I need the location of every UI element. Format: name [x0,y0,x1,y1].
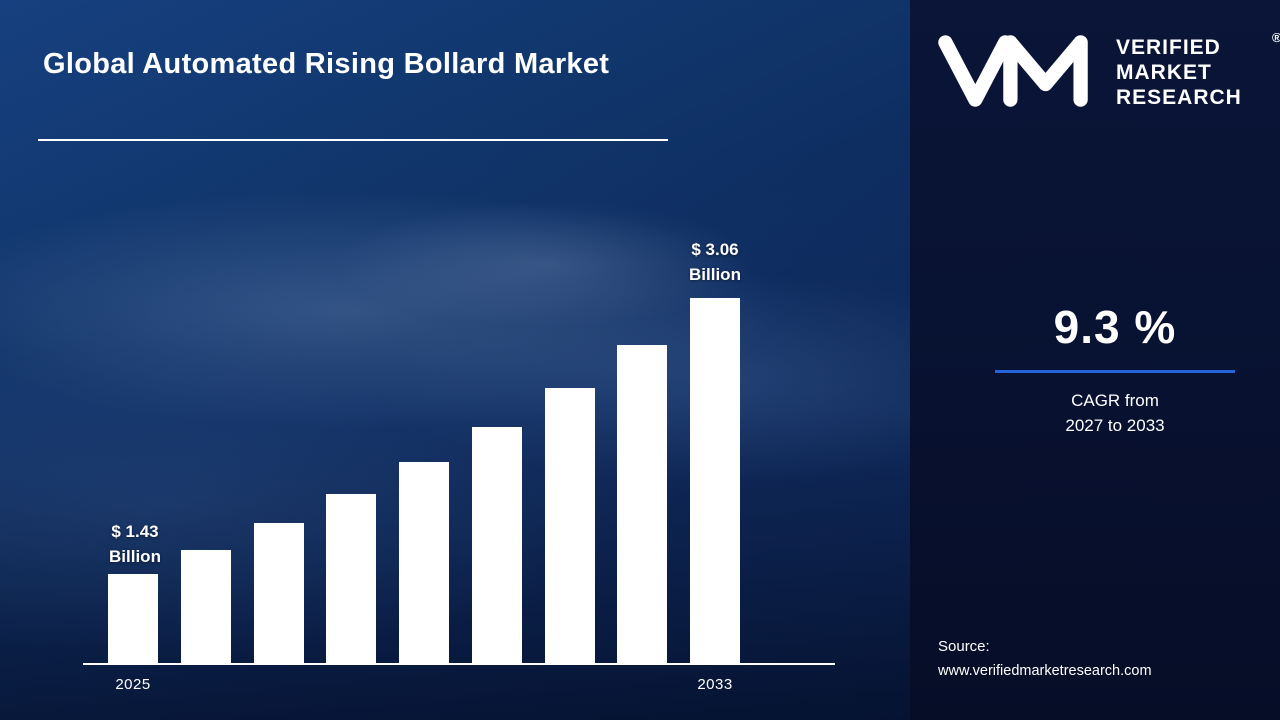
first-bar-value-label: $ 1.43 Billion [70,520,200,569]
bar-2030 [471,427,522,664]
last-bar-value-line2: Billion [689,264,741,284]
vmr-logo-icon [934,32,1092,110]
bar-2029 [399,462,449,664]
bar-2031 [544,388,595,664]
vmr-logo-block: VERIFIED MARKET RESEARCH ® [934,30,1280,120]
source-block: Source: www.verifiedmarketresearch.com [938,638,1152,679]
bar-chart [108,274,740,664]
first-bar-value-line2: Billion [109,546,161,566]
registered-trademark-icon: ® [1272,30,1280,45]
cagr-stat-block: 9.3 % CAGR from 2027 to 2033 [995,300,1235,438]
brand-name: VERIFIED MARKET RESEARCH [1116,36,1242,110]
cagr-caption-line2: 2027 to 2033 [1065,415,1165,435]
chart-panel: Global Automated Rising Bollard Market $… [0,0,910,720]
last-bar-value-label: $ 3.06 Billion [650,238,780,287]
bar-2026 [180,550,231,664]
brand-line-market: MARKET [1116,60,1212,84]
brand-line-verified: VERIFIED [1116,36,1221,59]
source-label: Source: [938,638,990,655]
title-underline [38,139,668,141]
cagr-caption: CAGR from 2027 to 2033 [995,389,1235,438]
brand-line-research: RESEARCH [1116,85,1242,109]
x-tick-2025: 2025 [115,676,151,693]
bar-2027 [253,523,304,664]
page-title: Global Automated Rising Bollard Market [43,48,610,80]
bar-2033 [690,298,740,664]
first-bar-value-line1: $ 1.43 [111,522,159,541]
last-bar-value-line1: $ 3.06 [691,240,739,259]
bar-2025 [108,574,158,664]
bar-2032 [617,345,668,664]
cagr-caption-line1: CAGR from [1071,391,1159,410]
cagr-value: 9.3 % [1053,301,1177,353]
bar-2028 [326,494,377,664]
cagr-underline [995,370,1235,373]
source-url[interactable]: www.verifiedmarketresearch.com [938,663,1152,679]
sidebar: VERIFIED MARKET RESEARCH ® 9.3 % CAGR fr… [910,0,1280,720]
x-tick-2033: 2033 [697,676,733,693]
x-axis-line [83,663,835,665]
